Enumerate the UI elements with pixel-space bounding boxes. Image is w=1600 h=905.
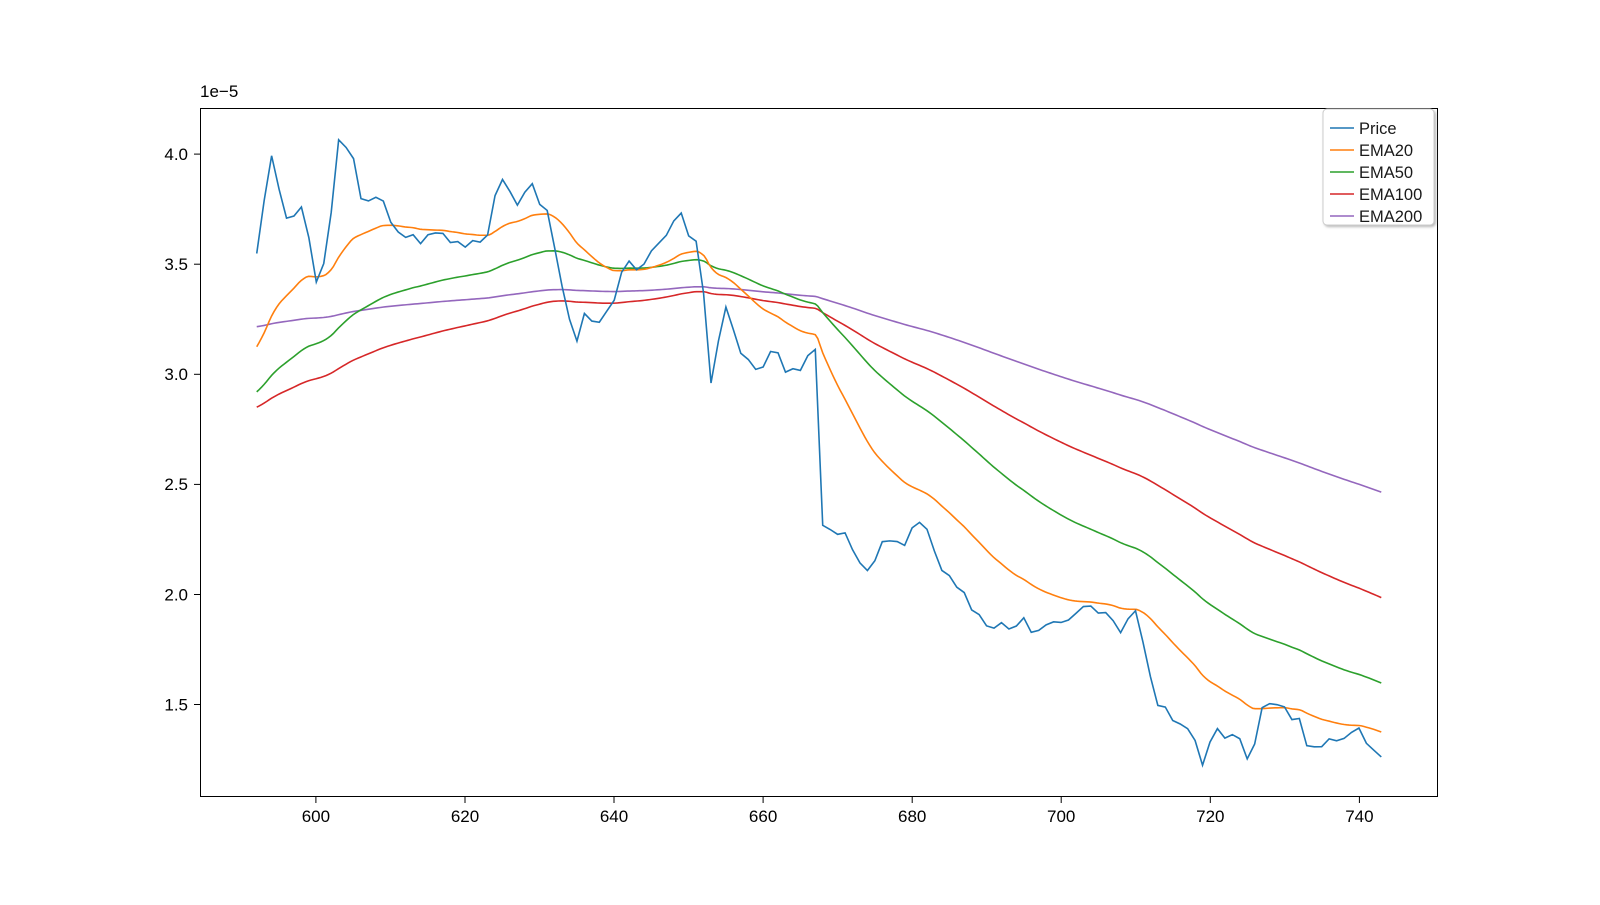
svg-text:740: 740 bbox=[1345, 807, 1373, 826]
svg-text:Price: Price bbox=[1359, 120, 1397, 138]
svg-text:1.5: 1.5 bbox=[164, 695, 188, 714]
svg-text:720: 720 bbox=[1196, 807, 1224, 826]
svg-text:EMA200: EMA200 bbox=[1359, 208, 1422, 226]
svg-text:700: 700 bbox=[1047, 807, 1075, 826]
svg-text:1e−5: 1e−5 bbox=[200, 82, 238, 101]
svg-text:600: 600 bbox=[302, 807, 330, 826]
svg-text:680: 680 bbox=[898, 807, 926, 826]
svg-text:620: 620 bbox=[451, 807, 479, 826]
svg-text:2.5: 2.5 bbox=[164, 475, 188, 494]
svg-text:3.0: 3.0 bbox=[164, 365, 188, 384]
svg-text:660: 660 bbox=[749, 807, 777, 826]
svg-text:3.5: 3.5 bbox=[164, 255, 188, 274]
svg-text:EMA50: EMA50 bbox=[1359, 164, 1413, 182]
svg-text:4.0: 4.0 bbox=[164, 145, 188, 164]
svg-text:EMA20: EMA20 bbox=[1359, 142, 1413, 160]
svg-text:640: 640 bbox=[600, 807, 628, 826]
svg-text:2.0: 2.0 bbox=[164, 585, 188, 604]
svg-text:EMA100: EMA100 bbox=[1359, 186, 1422, 204]
